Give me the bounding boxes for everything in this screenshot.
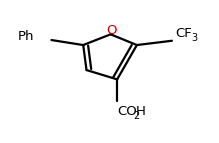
Text: 2: 2 bbox=[133, 111, 139, 121]
Text: CF: CF bbox=[175, 27, 192, 40]
Text: 3: 3 bbox=[191, 33, 197, 43]
Text: H: H bbox=[136, 105, 146, 118]
Text: CO: CO bbox=[117, 105, 137, 118]
Text: Ph: Ph bbox=[18, 30, 35, 43]
Text: O: O bbox=[106, 24, 117, 37]
